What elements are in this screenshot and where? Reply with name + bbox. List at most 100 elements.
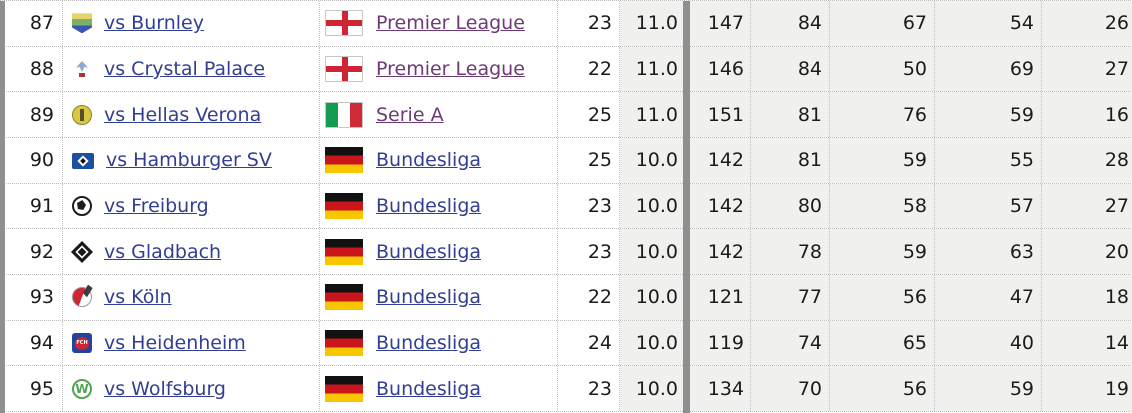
league-link[interactable]: Premier League (376, 12, 525, 35)
team-link[interactable]: vs Burnley (104, 12, 204, 35)
stat-value: 55 (1009, 149, 1034, 172)
team-link[interactable]: vs Crystal Palace (104, 57, 266, 80)
league-link[interactable]: Bundesliga (376, 194, 482, 217)
stat-value: 50 (902, 57, 927, 80)
team-cell: vs Gladbach (63, 229, 320, 274)
stat-cell: 74 (751, 320, 830, 366)
rating-value: 11.0 (635, 12, 678, 35)
table-row: 87 vs Burnley Premier League 23 11.0 147… (0, 1, 1132, 47)
table-row: 95 vs Wolfsburg Bundesliga 23 10.0 134 7… (0, 366, 1132, 412)
team-link[interactable]: vs Wolfsburg (104, 377, 226, 400)
team-cell: vs Freiburg (63, 183, 320, 229)
stat-cell: 81 (751, 92, 830, 137)
rating-value: 10.0 (635, 240, 678, 263)
table-row: 90 vs Hamburger SV Bundesliga 25 10.0 14… (0, 137, 1132, 184)
stat-value: 18 (1104, 286, 1129, 309)
stat-value: 16 (1104, 103, 1129, 126)
stat-value: 134 (707, 377, 744, 400)
rating-cell: 11.0 (620, 92, 683, 137)
stat-value: 81 (797, 103, 822, 126)
league-cell: Bundesliga (320, 320, 558, 366)
league-link[interactable]: Serie A (376, 103, 444, 126)
koln-badge-icon (72, 287, 92, 308)
stat-cell: 65 (830, 320, 935, 366)
stat-value: 70 (797, 377, 822, 400)
team-link[interactable]: vs Gladbach (104, 240, 222, 263)
stat-value: 77 (797, 286, 822, 309)
rating-value: 10.0 (635, 194, 678, 217)
stat-cell: 77 (751, 274, 830, 320)
stat-value: 56 (902, 286, 927, 309)
team-cell: vs Köln (63, 274, 320, 320)
table-row: 89 vs Hellas Verona Serie A 25 11.0 151 … (0, 92, 1132, 138)
stat-cell: 84 (751, 1, 830, 46)
gladbach-badge-icon (70, 240, 94, 263)
league-cell: Bundesliga (320, 137, 558, 183)
team-cell: vs Hamburger SV (63, 137, 320, 183)
table-row: 93 vs Köln Bundesliga 22 10.0 121 77 56 … (0, 274, 1132, 321)
stat-cell: 142 (690, 183, 751, 229)
stat-cell: 50 (830, 46, 935, 92)
league-link[interactable]: Premier League (376, 57, 525, 80)
left-section-divider (0, 1, 5, 413)
stat-cell: 147 (690, 1, 751, 46)
stat-cell: 59 (830, 137, 935, 183)
rank-value: 90 (29, 149, 54, 172)
team-link[interactable]: vs Heidenheim (104, 331, 246, 354)
stat-cell: 59 (935, 92, 1042, 137)
stat-value: 121 (707, 286, 744, 309)
stat-value: 40 (1009, 331, 1034, 354)
stat-value: 67 (902, 12, 927, 35)
england-flag-icon (325, 55, 363, 82)
rank-value: 88 (29, 57, 54, 80)
league-link[interactable]: Bundesliga (376, 149, 482, 172)
team-link[interactable]: vs Köln (104, 286, 172, 309)
rank-value: 95 (29, 377, 54, 400)
rating-value: 10.0 (635, 377, 678, 400)
stat-value: 57 (1009, 194, 1034, 217)
league-link[interactable]: Bundesliga (376, 377, 482, 400)
league-cell: Bundesliga (320, 183, 558, 229)
stat-value: 74 (797, 331, 822, 354)
stat-cell: 58 (830, 183, 935, 229)
middle-section-divider (683, 1, 690, 413)
league-link[interactable]: Bundesliga (376, 331, 482, 354)
germany-flag-icon (325, 192, 363, 219)
stat-value: 147 (707, 12, 744, 35)
stat-cell: 20 (1042, 229, 1132, 274)
stat-cell: 16 (1042, 92, 1132, 137)
rank-value: 91 (29, 194, 54, 217)
rating-value: 11.0 (635, 103, 678, 126)
heidenheim-badge-icon (72, 332, 92, 353)
burnley-badge-icon (72, 13, 92, 34)
rank-value: 92 (29, 240, 54, 263)
stat-cell: 55 (935, 137, 1042, 183)
apps-cell: 25 (558, 92, 620, 137)
stat-value: 80 (797, 194, 822, 217)
wolfsburg-badge-icon (72, 378, 92, 399)
rating-cell: 11.0 (620, 46, 683, 92)
stat-cell: 59 (830, 229, 935, 274)
apps-cell: 22 (558, 46, 620, 92)
stat-cell: 56 (830, 274, 935, 320)
table-row: 88 vs Crystal Palace Premier League 22 1… (0, 46, 1132, 93)
league-link[interactable]: Bundesliga (376, 286, 482, 309)
stat-cell: 151 (690, 92, 751, 137)
team-link[interactable]: vs Hamburger SV (106, 149, 272, 172)
stat-value: 63 (1009, 240, 1034, 263)
apps-value: 22 (587, 57, 612, 80)
team-link[interactable]: vs Hellas Verona (104, 103, 262, 126)
stat-value: 76 (902, 103, 927, 126)
team-link[interactable]: vs Freiburg (104, 194, 209, 217)
rank-cell: 87 (5, 1, 63, 46)
league-link[interactable]: Bundesliga (376, 240, 482, 263)
stat-value: 26 (1104, 12, 1129, 35)
rating-cell: 10.0 (620, 320, 683, 366)
apps-cell: 23 (558, 229, 620, 274)
team-cell: vs Heidenheim (63, 320, 320, 366)
stat-cell: 142 (690, 229, 751, 274)
crystal-palace-badge-icon (72, 58, 92, 79)
rank-value: 94 (29, 331, 54, 354)
stat-cell: 57 (935, 183, 1042, 229)
league-cell: Premier League (320, 1, 558, 46)
